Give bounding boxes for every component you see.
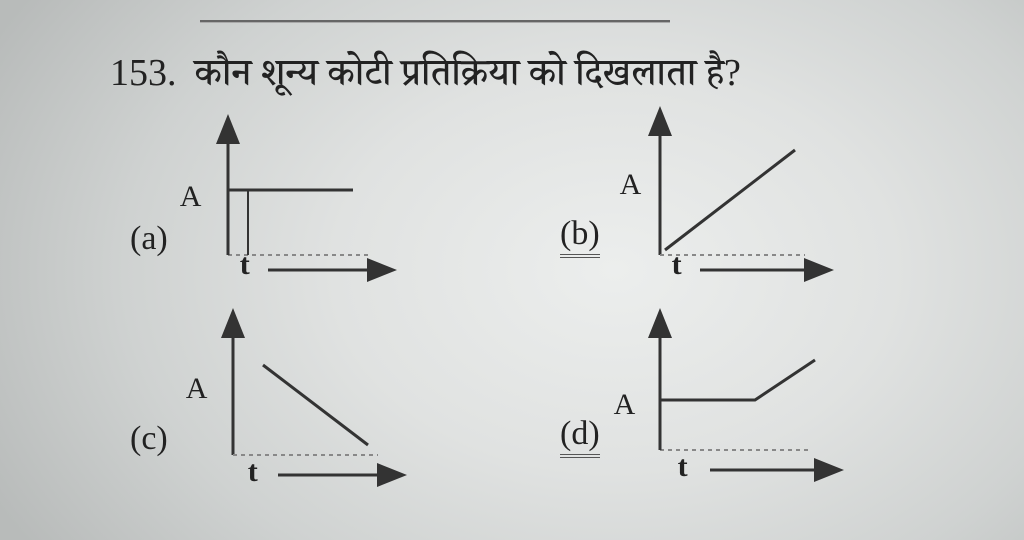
- divider: [200, 20, 670, 23]
- option-a[interactable]: (a) A t: [130, 130, 398, 280]
- option-c-label: (c): [130, 420, 168, 458]
- option-b-graph: A t: [610, 130, 830, 280]
- x-axis-label: t: [672, 248, 682, 282]
- option-d-label: (d): [560, 415, 600, 458]
- x-axis-label: t: [240, 248, 250, 282]
- option-a-label: (a): [130, 220, 168, 258]
- options-grid: (a) A t: [130, 130, 1000, 530]
- y-axis-label: A: [180, 180, 202, 214]
- graph-svg: [610, 130, 830, 280]
- y-axis-label: A: [186, 372, 208, 406]
- option-b-label: (b): [560, 215, 600, 258]
- page: 153. कौन शून्य कोटी प्रतिक्रिया को दिखला…: [0, 0, 1024, 540]
- y-axis-label: A: [620, 168, 642, 202]
- option-c-graph: A t: [178, 330, 398, 480]
- question-text: कौन शून्य कोटी प्रतिक्रिया को दिखलाता है…: [195, 50, 741, 109]
- question-line: 153. कौन शून्य कोटी प्रतिक्रिया को दिखला…: [110, 50, 741, 109]
- option-d[interactable]: (d) A t: [560, 330, 830, 480]
- option-a-graph: A t: [178, 130, 398, 280]
- graph-svg: [178, 330, 398, 480]
- x-axis-label: t: [248, 455, 258, 489]
- question-number: 153.: [110, 51, 177, 95]
- option-b[interactable]: (b) A t: [560, 130, 830, 280]
- option-d-graph: A t: [610, 330, 830, 480]
- graph-svg: [610, 330, 830, 480]
- x-axis-label: t: [678, 450, 688, 484]
- option-c[interactable]: (c) A t: [130, 330, 398, 480]
- graph-svg: [178, 130, 398, 280]
- y-axis-label: A: [614, 388, 636, 422]
